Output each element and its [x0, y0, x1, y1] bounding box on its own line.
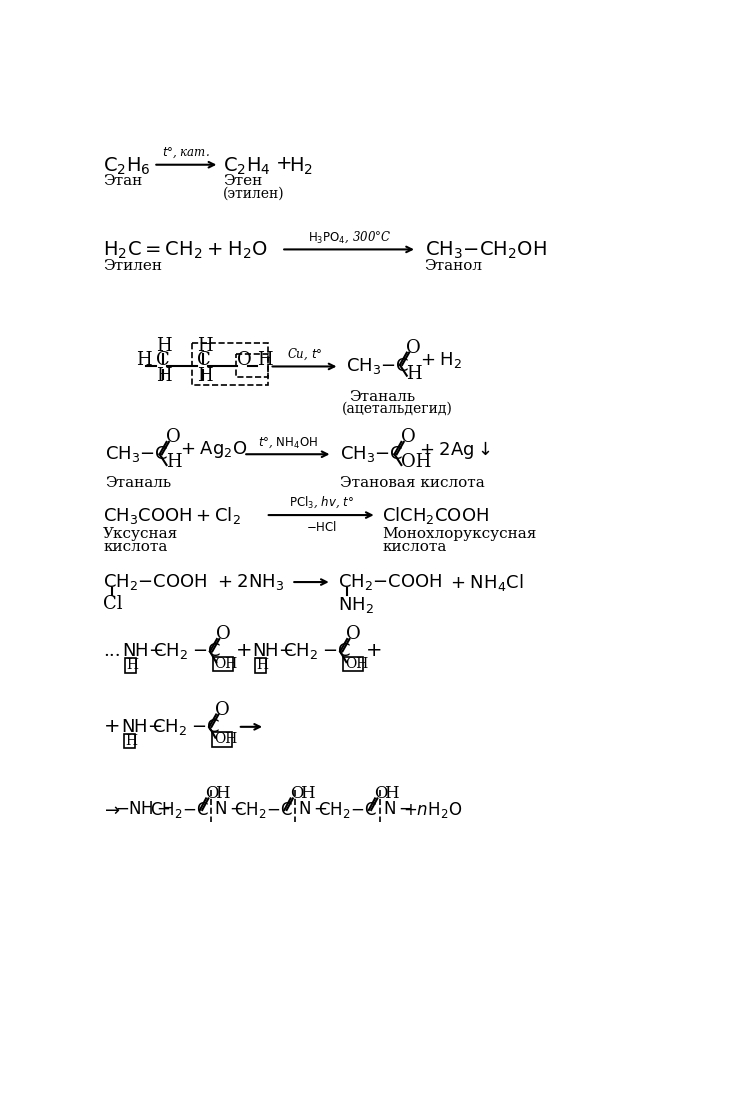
Text: $\mathrm{-NH-}$: $\mathrm{-NH-}$ — [115, 801, 170, 818]
Text: $\mathrm{CH_3{-}C}$: $\mathrm{CH_3{-}C}$ — [346, 356, 409, 376]
Text: Cu, $t°$: Cu, $t°$ — [287, 346, 322, 362]
Text: Этан: Этан — [103, 174, 143, 187]
Text: O: O — [216, 625, 231, 644]
Text: $+$: $+$ — [365, 643, 382, 661]
Text: ...: ... — [103, 643, 121, 661]
Text: H: H — [166, 453, 181, 471]
Text: $\mathrm{CH_3COOH + Cl_2}$: $\mathrm{CH_3COOH + Cl_2}$ — [103, 504, 240, 526]
Text: H: H — [126, 733, 137, 748]
Text: $\mathrm{PCl_3}$, $hv$, $t°$: $\mathrm{PCl_3}$, $hv$, $t°$ — [289, 496, 354, 510]
Text: $+$: $+$ — [235, 643, 251, 661]
Text: O: O — [406, 339, 421, 357]
Text: O: O — [237, 352, 251, 369]
Text: $\mathrm{CH_3{-}C}$: $\mathrm{CH_3{-}C}$ — [105, 444, 169, 464]
Text: $+\;\mathrm{H_2O}$: $+\;\mathrm{H_2O}$ — [206, 240, 268, 261]
Text: Этаналь: Этаналь — [349, 389, 416, 404]
Text: Этанол: Этанол — [425, 259, 482, 272]
Text: $\mathrm{CH_2\;{-}C}$: $\mathrm{CH_2\;{-}C}$ — [283, 642, 351, 662]
Text: $+n\mathrm{H_2O}$: $+n\mathrm{H_2O}$ — [403, 800, 462, 820]
Text: $\mathrm{CH_2\;{-}C}$: $\mathrm{CH_2\;{-}C}$ — [153, 642, 221, 662]
Text: H: H — [156, 367, 172, 385]
Text: Монохлоруксусная: Монохлоруксусная — [382, 528, 537, 541]
Text: $+$: $+$ — [103, 718, 119, 735]
Text: $\mathrm{H_2C{=}CH_2}$: $\mathrm{H_2C{=}CH_2}$ — [103, 240, 202, 261]
Text: $\mathrm{NH{-}}$: $\mathrm{NH{-}}$ — [121, 643, 163, 661]
Text: Этилен: Этилен — [103, 259, 162, 272]
Text: $\mathrm{C_2H_4}$: $\mathrm{C_2H_4}$ — [223, 155, 271, 176]
Text: $\mathrm{NH{-}}$: $\mathrm{NH{-}}$ — [251, 643, 293, 661]
Text: кислота: кислота — [382, 540, 447, 554]
Text: $\mathrm{NH{-}}$: $\mathrm{NH{-}}$ — [121, 718, 162, 735]
Text: OH: OH — [345, 656, 368, 671]
Text: $\mathrm{CH_2{-}C}$: $\mathrm{CH_2{-}C}$ — [234, 800, 292, 820]
Text: $\mathrm{CH_2{-}C}$: $\mathrm{CH_2{-}C}$ — [150, 800, 208, 820]
Text: H: H — [136, 352, 152, 369]
Text: O: O — [401, 429, 415, 446]
Text: Уксусная: Уксусная — [103, 528, 178, 541]
Text: $+$: $+$ — [275, 155, 292, 173]
Text: $\mathrm{NH_2}$: $\mathrm{NH_2}$ — [338, 595, 374, 615]
Text: Этен: Этен — [223, 174, 262, 187]
Text: $\mathrm{CH_2{-}COOH}$: $\mathrm{CH_2{-}COOH}$ — [338, 573, 442, 593]
Text: $+\;\mathrm{H_2}$: $+\;\mathrm{H_2}$ — [420, 350, 463, 371]
Text: O: O — [289, 785, 303, 801]
Text: $\mathrm{N-}$: $\mathrm{N-}$ — [383, 801, 412, 818]
Text: $\mathrm{ClCH_2COOH}$: $\mathrm{ClCH_2COOH}$ — [382, 504, 489, 526]
Text: C: C — [156, 352, 170, 369]
Text: C: C — [197, 352, 211, 369]
Text: H: H — [126, 658, 138, 672]
Text: $+\;\mathrm{Ag_2O}$: $+\;\mathrm{Ag_2O}$ — [180, 439, 247, 460]
Text: O: O — [205, 785, 219, 801]
Text: (ацетальдегид): (ацетальдегид) — [341, 402, 452, 416]
Text: O: O — [216, 701, 230, 719]
Text: $t°$, кат.: $t°$, кат. — [162, 145, 211, 160]
Text: H: H — [197, 367, 213, 385]
Text: $+\;2\mathrm{Ag}{\downarrow}$: $+\;2\mathrm{Ag}{\downarrow}$ — [419, 439, 491, 461]
Text: $\mathrm{CH_2\;{-}C}$: $\mathrm{CH_2\;{-}C}$ — [152, 716, 220, 737]
Text: $\mathrm{N-}$: $\mathrm{N-}$ — [298, 801, 328, 818]
Text: H: H — [216, 785, 230, 801]
Text: H: H — [156, 337, 172, 355]
Text: O: O — [166, 429, 181, 446]
Text: Cl: Cl — [103, 595, 123, 613]
Text: (этилен): (этилен) — [223, 186, 285, 200]
Text: OH: OH — [214, 732, 237, 747]
Text: $t°$, $\mathrm{NH_4OH}$: $t°$, $\mathrm{NH_4OH}$ — [258, 435, 318, 450]
Text: $\mathrm{N-}$: $\mathrm{N-}$ — [214, 801, 243, 818]
Text: $\mathrm{CH_2{-}COOH}$: $\mathrm{CH_2{-}COOH}$ — [103, 573, 208, 593]
Text: H: H — [385, 785, 399, 801]
Text: O: O — [346, 625, 361, 644]
Text: Этановая кислота: Этановая кислота — [340, 475, 485, 490]
Text: $\mathrm{C_2H_6}$: $\mathrm{C_2H_6}$ — [103, 155, 151, 176]
Text: H: H — [257, 352, 273, 369]
Text: OH: OH — [215, 656, 238, 671]
Text: OH: OH — [401, 453, 431, 471]
Text: $\rightarrow$: $\rightarrow$ — [101, 801, 121, 819]
Text: H: H — [197, 337, 213, 355]
Text: $\mathrm{H_2}$: $\mathrm{H_2}$ — [289, 155, 313, 176]
Text: H: H — [406, 365, 422, 383]
Text: $\mathrm{CH_3{-}C}$: $\mathrm{CH_3{-}C}$ — [340, 444, 404, 464]
Text: H: H — [300, 785, 314, 801]
Text: $\mathrm{CH_3{-}CH_2OH}$: $\mathrm{CH_3{-}CH_2OH}$ — [425, 240, 546, 261]
Text: $\mathrm{H_3PO_4}$, 300°C: $\mathrm{H_3PO_4}$, 300°C — [308, 229, 390, 244]
Text: кислота: кислота — [103, 540, 167, 554]
Text: $\mathrm{CH_2{-}C}$: $\mathrm{CH_2{-}C}$ — [319, 800, 377, 820]
Text: $-\mathrm{HCl}$: $-\mathrm{HCl}$ — [306, 520, 337, 533]
Text: Этаналь: Этаналь — [105, 475, 172, 490]
Text: $+\;2\mathrm{NH_3}$: $+\;2\mathrm{NH_3}$ — [217, 573, 284, 593]
Text: O: O — [374, 785, 387, 801]
Text: $+\;\mathrm{NH_4Cl}$: $+\;\mathrm{NH_4Cl}$ — [450, 571, 524, 593]
Text: H: H — [257, 658, 268, 672]
